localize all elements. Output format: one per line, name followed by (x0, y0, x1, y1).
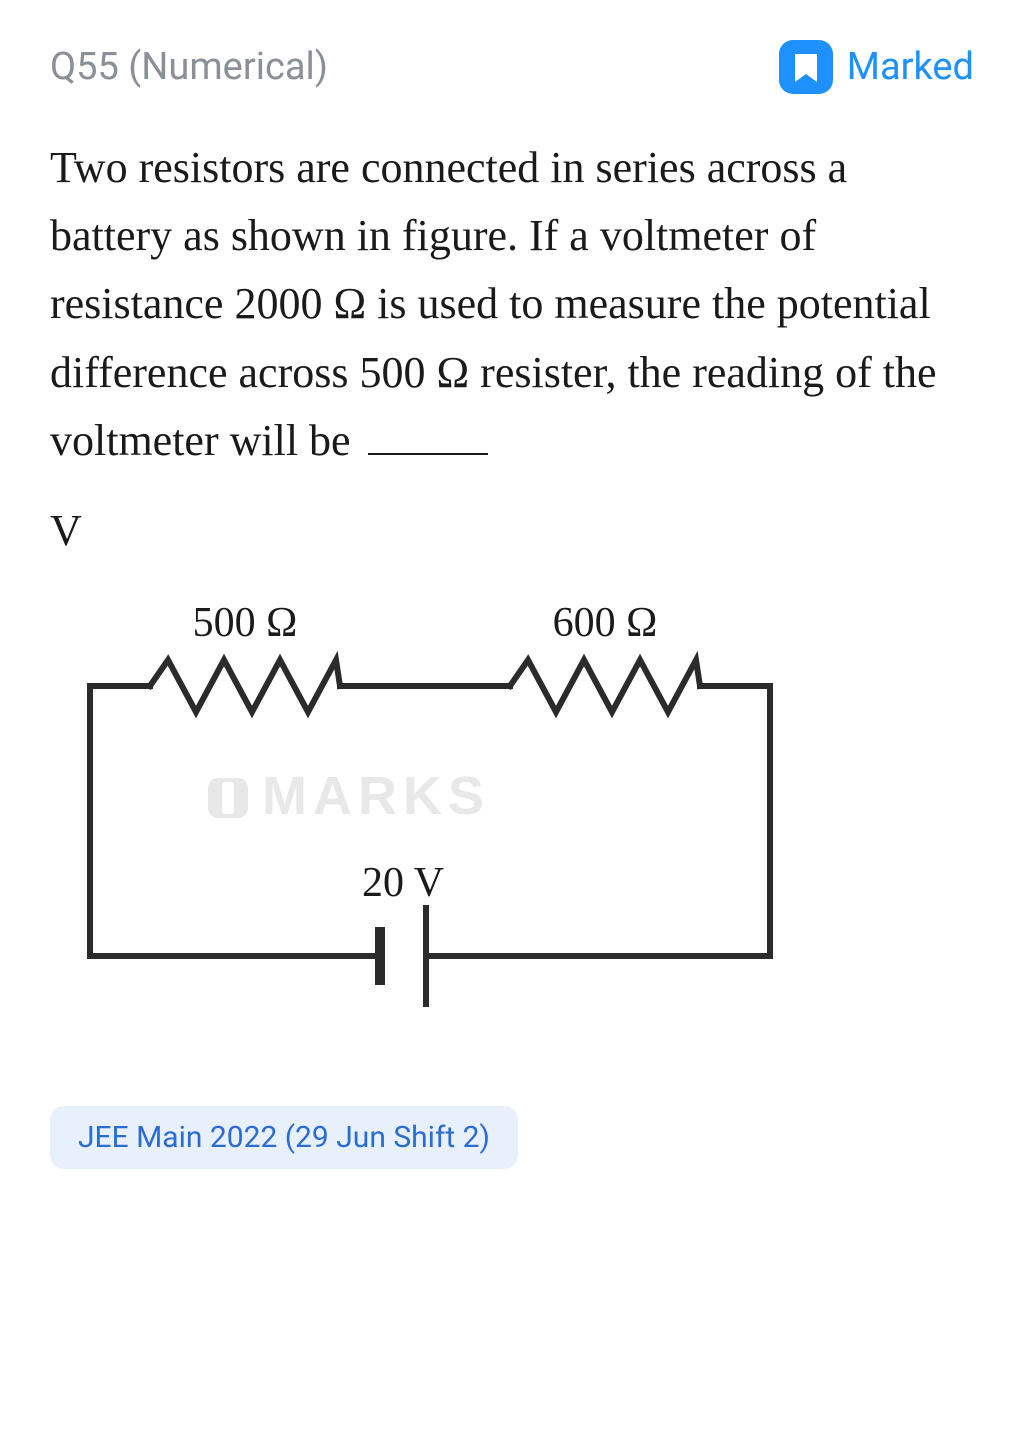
watermark-text: MARKS (262, 766, 490, 826)
answer-blank (368, 453, 488, 455)
circuit-wires (90, 660, 770, 1004)
battery-label: 20 V (362, 860, 444, 906)
exam-tag[interactable]: JEE Main 2022 (29 Jun Shift 2) (50, 1106, 518, 1169)
watermark: MARKS (208, 766, 490, 826)
marked-label: Marked (847, 45, 974, 89)
header-row: Q55 (Numerical) Marked (50, 40, 974, 94)
resistor-2-label: 600 Ω (553, 600, 658, 646)
answer-unit: V (50, 505, 974, 556)
bookmark-icon (779, 40, 833, 94)
resistor-1-label: 500 Ω (193, 600, 298, 646)
question-text: Two resistors are connected in series ac… (50, 134, 974, 475)
page-container: Q55 (Numerical) Marked Two resistors are… (0, 0, 1024, 1209)
circuit-diagram: MARKS (50, 596, 974, 1026)
marked-status[interactable]: Marked (779, 40, 974, 94)
question-body: Two resistors are connected in series ac… (50, 143, 937, 465)
question-number-label: Q55 (Numerical) (50, 45, 328, 89)
tag-row: JEE Main 2022 (29 Jun Shift 2) (50, 1106, 974, 1169)
circuit-svg: MARKS (50, 596, 810, 1026)
